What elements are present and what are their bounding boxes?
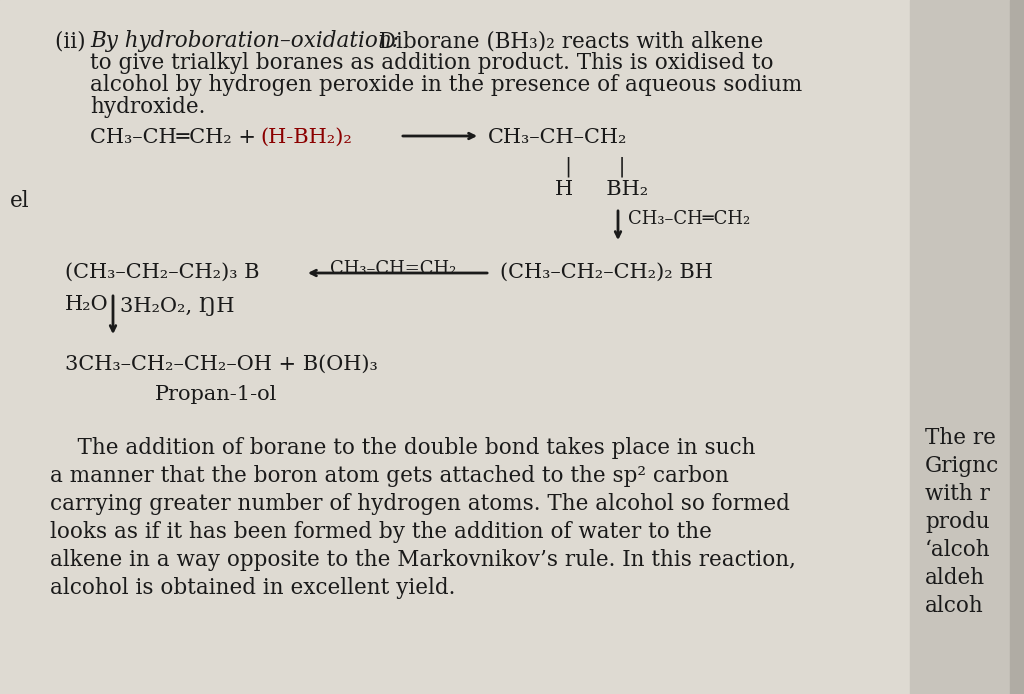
Text: By hydroboration–oxidation:: By hydroboration–oxidation: bbox=[90, 30, 399, 52]
Text: The re: The re bbox=[925, 427, 996, 449]
Text: produ: produ bbox=[925, 511, 989, 533]
Text: |       |: | | bbox=[565, 156, 626, 176]
Text: 3CH₃–CH₂–CH₂–OH + B(OH)₃: 3CH₃–CH₂–CH₂–OH + B(OH)₃ bbox=[65, 355, 378, 374]
Text: (H-BH₂)₂: (H-BH₂)₂ bbox=[260, 128, 352, 147]
Text: el: el bbox=[10, 190, 30, 212]
Bar bbox=[0, 0, 910, 694]
Text: CH₃–CH═CH₂: CH₃–CH═CH₂ bbox=[628, 210, 751, 228]
Bar bbox=[910, 0, 1024, 694]
Bar bbox=[1010, 0, 1024, 694]
Text: aldeh: aldeh bbox=[925, 567, 985, 589]
Text: CH₃–CH═CH₂ +: CH₃–CH═CH₂ + bbox=[90, 128, 262, 147]
Text: CH₃–CH=CH₂: CH₃–CH=CH₂ bbox=[330, 260, 457, 278]
Text: Diborane (BH₃)₂ reacts with alkene: Diborane (BH₃)₂ reacts with alkene bbox=[372, 30, 763, 52]
Text: CH₃–CH–CH₂: CH₃–CH–CH₂ bbox=[488, 128, 628, 147]
Text: alcohol is obtained in excellent yield.: alcohol is obtained in excellent yield. bbox=[50, 577, 456, 599]
Text: alcoh: alcoh bbox=[925, 595, 984, 617]
Text: Grignc: Grignc bbox=[925, 455, 999, 477]
Text: alcohol by hydrogen peroxide in the presence of aqueous sodium: alcohol by hydrogen peroxide in the pres… bbox=[90, 74, 802, 96]
Text: (CH₃–CH₂–CH₂)₃ B: (CH₃–CH₂–CH₂)₃ B bbox=[65, 263, 259, 282]
Text: looks as if it has been formed by the addition of water to the: looks as if it has been formed by the ad… bbox=[50, 521, 712, 543]
Text: hydroxide.: hydroxide. bbox=[90, 96, 206, 118]
Text: alkene in a way opposite to the Markovnikov’s rule. In this reaction,: alkene in a way opposite to the Markovni… bbox=[50, 549, 796, 571]
Text: 3H₂O₂, ŊH: 3H₂O₂, ŊH bbox=[120, 297, 234, 316]
Text: The addition of borane to the double bond takes place in such: The addition of borane to the double bon… bbox=[50, 437, 756, 459]
Text: Propan-1-ol: Propan-1-ol bbox=[155, 385, 278, 404]
Text: (CH₃–CH₂–CH₂)₂ BH: (CH₃–CH₂–CH₂)₂ BH bbox=[500, 263, 713, 282]
Text: H₂O: H₂O bbox=[65, 295, 109, 314]
Text: (ii): (ii) bbox=[55, 30, 92, 52]
Text: to give trialkyl boranes as addition product. This is oxidised to: to give trialkyl boranes as addition pro… bbox=[90, 52, 773, 74]
Text: ‘alcoh: ‘alcoh bbox=[925, 539, 990, 561]
Text: with r: with r bbox=[925, 483, 990, 505]
Text: H     BH₂: H BH₂ bbox=[555, 180, 648, 199]
Text: carrying greater number of hydrogen atoms. The alcohol so formed: carrying greater number of hydrogen atom… bbox=[50, 493, 790, 515]
Text: a manner that the boron atom gets attached to the sp² carbon: a manner that the boron atom gets attach… bbox=[50, 465, 729, 487]
